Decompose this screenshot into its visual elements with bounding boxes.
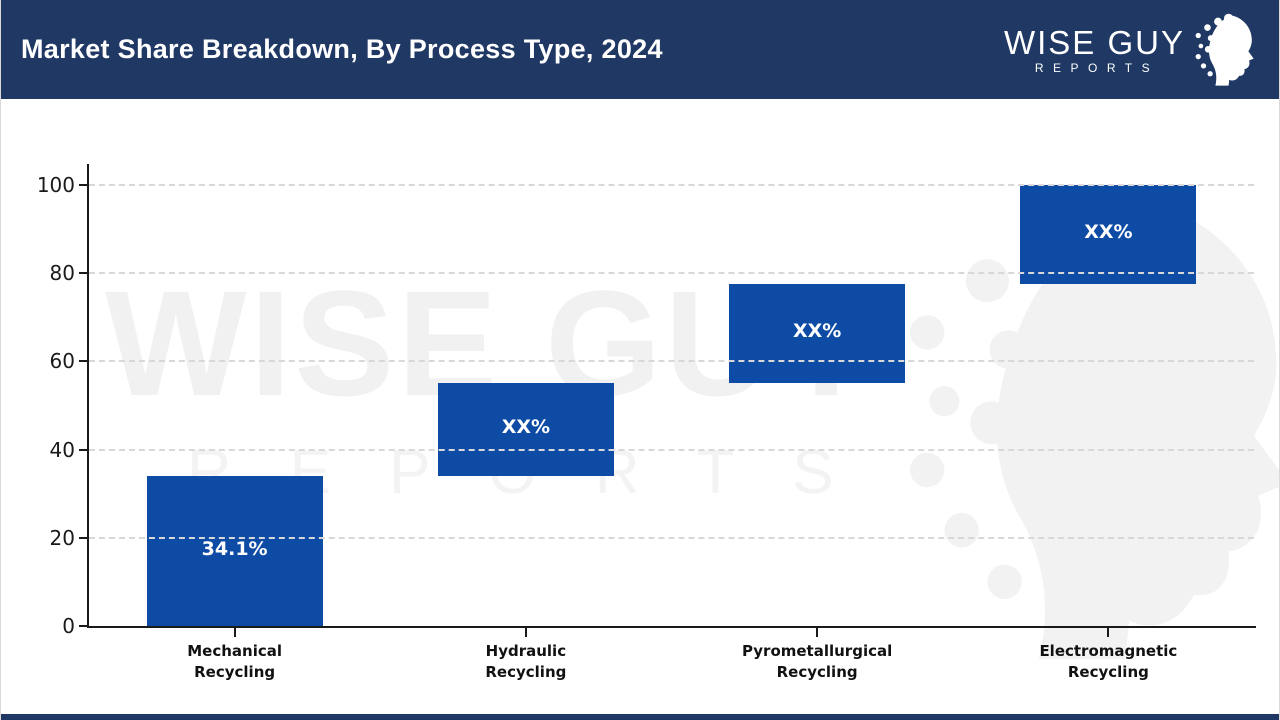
gridline-y60 xyxy=(89,360,1254,363)
logo-text: WISE GUY REPORTS xyxy=(1004,26,1185,74)
bar-electromagnetic-recycling xyxy=(1020,185,1197,284)
x-category-label-line: Recycling xyxy=(1067,663,1149,681)
bar-value-label: 34.1% xyxy=(201,537,268,560)
x-tick-mark xyxy=(233,628,236,637)
y-tick-mark xyxy=(79,536,87,539)
bar-value-label: XX% xyxy=(1084,221,1133,244)
gridline-y40 xyxy=(89,448,1254,451)
y-tick-label: 40 xyxy=(49,437,75,462)
y-tick-mark xyxy=(79,625,87,627)
y-tick-mark xyxy=(79,360,87,363)
y-tick-mark xyxy=(79,272,87,275)
logo-line2: REPORTS xyxy=(1034,60,1160,75)
bar-value-label: XX% xyxy=(501,416,551,439)
x-category-label-mechanical-recycling: Mechanical Recycling xyxy=(90,641,380,683)
logo-line1: WISE GUY xyxy=(1003,23,1185,61)
y-tick-label: 0 xyxy=(62,614,75,638)
x-tick-mark xyxy=(1107,628,1110,637)
gridline-y80 xyxy=(89,272,1254,275)
bar-value-label: XX% xyxy=(792,320,842,343)
x-category-label-line: Recycling xyxy=(194,663,276,681)
chart-title: Market Share Breakdown, By Process Type,… xyxy=(21,34,663,64)
x-category-label-line: Pyrometallurgical xyxy=(742,642,893,660)
x-category-label-electromagnetic-recycling: Electromagnetic Recycling xyxy=(963,641,1253,683)
x-category-label-hydraulic-recycling: Hydraulic Recycling xyxy=(381,641,671,683)
x-category-label-line: Hydraulic xyxy=(485,642,567,660)
x-category-label-line: Electromagnetic xyxy=(1039,642,1178,660)
y-tick-label: 60 xyxy=(49,349,75,374)
x-category-label-line: Recycling xyxy=(776,663,858,681)
y-tick-label: 20 xyxy=(49,525,75,550)
y-tick-label: 100 xyxy=(36,173,75,197)
chart-area: WISE GUY REPORTS 34.1%XX%XX%XX% 02040608… xyxy=(1,99,1279,714)
bar-mechanical-recycling xyxy=(146,475,323,626)
y-axis-spine xyxy=(87,164,89,628)
x-category-label-line: Recycling xyxy=(485,663,567,681)
plot-area: 34.1% XX% XX% XX% xyxy=(89,164,1254,626)
bar-hydraulic-recycling xyxy=(437,382,614,476)
x-category-label-line: Mechanical xyxy=(187,642,283,660)
gridline-y20 xyxy=(89,536,1254,539)
header-bar: Market Share Breakdown, By Process Type,… xyxy=(1,0,1279,99)
y-tick-label: 80 xyxy=(49,261,75,286)
x-tick-mark xyxy=(816,628,819,637)
gridline-y100 xyxy=(89,184,1254,186)
wiseguy-logo: WISE GUY REPORTS xyxy=(1004,12,1255,88)
y-tick-mark xyxy=(79,448,87,451)
footer-bar xyxy=(1,714,1279,720)
x-category-label-pyrometallurgical-recycling: Pyrometallurgical Recycling xyxy=(672,641,962,683)
logo-face-icon xyxy=(1195,13,1254,86)
bar-pyrometallurgical-recycling xyxy=(729,283,906,383)
y-tick-mark xyxy=(79,184,87,186)
x-tick-mark xyxy=(524,628,527,637)
x-axis-spine xyxy=(87,626,1256,628)
